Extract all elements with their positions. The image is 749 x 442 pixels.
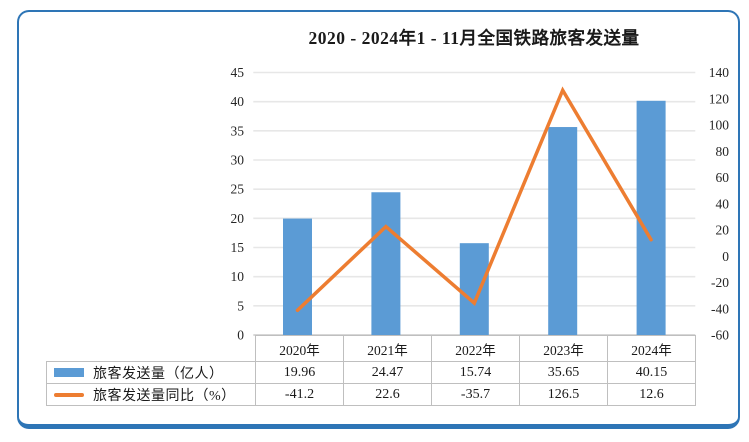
value-cell-2023年-s0: 35.65 [519, 361, 608, 384]
left-axis-tick-45: 45 [231, 65, 245, 80]
right-axis-tick-0: 0 [722, 249, 729, 264]
right-axis-tick-120: 120 [709, 91, 730, 106]
category-cell-2020年: 2020年 [255, 335, 344, 362]
right-axis-tick-20: 20 [716, 223, 730, 238]
bar-2021年 [371, 192, 401, 335]
category-row: 2020年 2021年 2022年 2023年 2024年 [47, 335, 696, 362]
left-axis-tick-40: 40 [231, 94, 245, 109]
right-axis-tick-40: 40 [716, 196, 730, 211]
legend-cell-line: 旅客发送量同比（%） [46, 383, 256, 406]
left-axis-tick-0: 0 [237, 328, 244, 343]
chart-title: 2020 - 2024年1 - 11月全国铁路旅客发送量 [308, 28, 640, 48]
left-axis-tick-10: 10 [231, 269, 245, 284]
right-axis-tick-80: 80 [716, 144, 730, 159]
value-cell-2024年-s0: 40.15 [607, 361, 696, 384]
left-axis-tick-35: 35 [231, 123, 245, 138]
series-row-line: 旅客发送量同比（%） -41.2 22.6 -35.7 126.5 12.6 [46, 383, 696, 406]
left-axis-tick-15: 15 [231, 240, 245, 255]
right-axis-tick--20: -20 [711, 275, 729, 290]
left-axis-tick-30: 30 [231, 153, 245, 168]
category-cell-2024年: 2024年 [607, 335, 696, 362]
legend-entry: 旅客发送量同比（%） [48, 385, 255, 405]
table-corner-blank [47, 336, 256, 362]
value-cell-2020年-s0: 19.96 [255, 361, 344, 384]
bar-swatch-icon [54, 368, 84, 377]
left-axis-tick-5: 5 [237, 298, 244, 313]
bar-2023年 [548, 127, 578, 336]
value-cell-2022年-s1: -35.7 [431, 383, 520, 406]
value-cell-2024年-s1: 12.6 [607, 383, 696, 406]
series-row-bar: 旅客发送量（亿人） 19.96 24.47 15.74 35.65 40.15 [46, 361, 696, 384]
right-axis-tick--60: -60 [711, 328, 729, 343]
legend-entry: 旅客发送量（亿人） [48, 363, 255, 383]
legend-cell-bar: 旅客发送量（亿人） [46, 361, 256, 384]
yoy-line-series [295, 86, 653, 313]
value-cell-2023年-s1: 126.5 [519, 383, 608, 406]
value-cell-2021年-s0: 24.47 [343, 361, 432, 384]
category-cell-2022年: 2022年 [431, 335, 520, 362]
left-axis-tick-20: 20 [231, 211, 245, 226]
right-axis-tick-100: 100 [709, 118, 730, 133]
category-cell-2023年: 2023年 [519, 335, 608, 362]
value-cell-2022年-s0: 15.74 [431, 361, 520, 384]
right-axis-tick--40: -40 [711, 301, 729, 316]
category-cell-2021年: 2021年 [343, 335, 432, 362]
right-axis-tick-140: 140 [709, 65, 730, 80]
bar-2022年 [459, 243, 489, 335]
right-axis-tick-60: 60 [716, 170, 730, 185]
series-name: 旅客发送量（亿人） [93, 366, 224, 382]
line-swatch-icon [54, 392, 84, 397]
series-name: 旅客发送量同比（%） [93, 388, 236, 404]
value-cell-2021年-s1: 22.6 [343, 383, 432, 406]
value-cell-2020年-s1: -41.2 [255, 383, 344, 406]
bar-2024年 [636, 100, 666, 336]
chart-data-table: 2020年 2021年 2022年 2023年 2024年 旅客发送量（亿人） 19.96 2… [46, 335, 696, 406]
bar-2020年 [283, 218, 312, 335]
left-axis-tick-25: 25 [231, 182, 245, 197]
